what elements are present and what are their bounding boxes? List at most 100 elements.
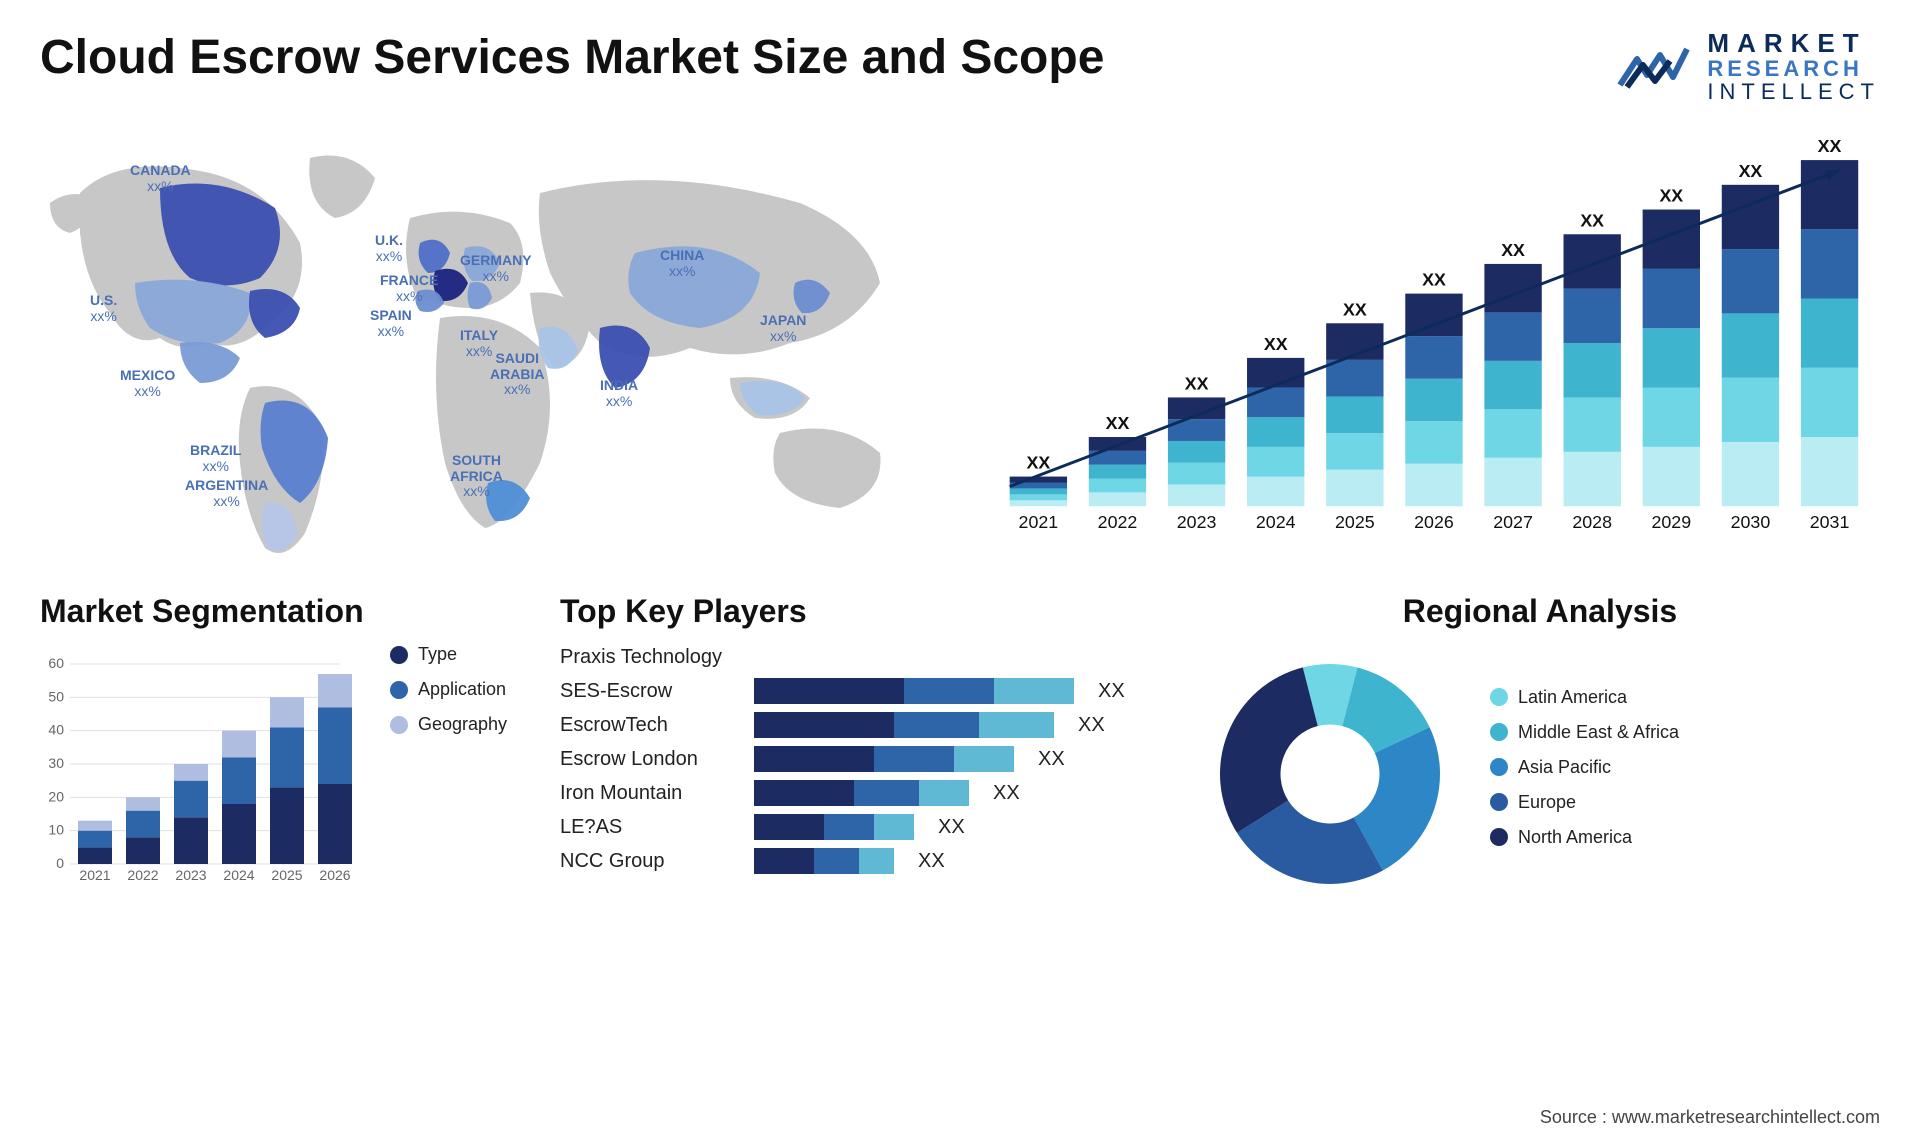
player-label: NCC Group: [560, 850, 740, 873]
regional-title: Regional Analysis: [1200, 593, 1880, 630]
svg-text:2025: 2025: [271, 867, 302, 883]
legend-item: North America: [1490, 827, 1679, 848]
player-bar: [754, 780, 969, 806]
map-label: ARGENTINAxx%: [185, 478, 268, 509]
svg-text:2021: 2021: [1019, 512, 1059, 532]
svg-text:2030: 2030: [1731, 512, 1771, 532]
map-label: MEXICOxx%: [120, 368, 175, 399]
svg-text:2022: 2022: [1098, 512, 1138, 532]
svg-text:2024: 2024: [223, 867, 254, 883]
svg-text:2024: 2024: [1256, 512, 1296, 532]
map-label: FRANCExx%: [380, 273, 438, 304]
logo-line2: RESEARCH: [1707, 57, 1880, 80]
svg-text:2023: 2023: [175, 867, 206, 883]
svg-text:2028: 2028: [1572, 512, 1612, 532]
regional-donut: [1200, 644, 1460, 904]
market-size-chart: XX 2021 XX 2022 XX 2023 XX 2024 XX 2025 XX 2026 XX 20…: [980, 133, 1880, 563]
legend-item: Asia Pacific: [1490, 757, 1679, 778]
player-row: Iron Mountain XX: [560, 780, 1160, 806]
player-label: Praxis Technology: [560, 646, 740, 669]
player-label: Escrow London: [560, 748, 740, 771]
svg-text:60: 60: [48, 655, 64, 671]
svg-text:20: 20: [48, 789, 64, 805]
player-value: XX: [993, 782, 1020, 805]
svg-text:XX: XX: [1343, 300, 1367, 320]
logo-icon: [1615, 37, 1695, 97]
player-label: SES-Escrow: [560, 680, 740, 703]
players-chart: Praxis Technology SES-Escrow XX EscrowTech X…: [560, 644, 1160, 874]
map-label: CANADAxx%: [130, 163, 191, 194]
svg-text:XX: XX: [1739, 161, 1763, 181]
svg-text:2022: 2022: [127, 867, 158, 883]
svg-text:XX: XX: [1264, 334, 1288, 354]
player-bar: [754, 848, 894, 874]
player-bar: [754, 814, 914, 840]
player-value: XX: [1078, 714, 1105, 737]
svg-text:0: 0: [56, 855, 64, 871]
source-text: Source : www.marketresearchintellect.com: [1540, 1107, 1880, 1128]
brand-logo: MARKET RESEARCH INTELLECT: [1615, 30, 1880, 103]
player-row: LE?AS XX: [560, 814, 1160, 840]
player-row: NCC Group XX: [560, 848, 1160, 874]
legend-item: Latin America: [1490, 687, 1679, 708]
map-label: U.K.xx%: [375, 233, 403, 264]
player-value: XX: [1098, 680, 1125, 703]
svg-text:2031: 2031: [1810, 512, 1850, 532]
legend-item: Geography: [390, 714, 507, 735]
svg-text:2021: 2021: [79, 867, 110, 883]
player-row: Praxis Technology: [560, 644, 1160, 670]
segmentation-legend: Type Application Geography: [390, 644, 507, 749]
world-map-panel: CANADAxx% U.S.xx% MEXICOxx% BRAZILxx% ARGENT…: [40, 133, 940, 563]
svg-text:2027: 2027: [1493, 512, 1533, 532]
svg-text:40: 40: [48, 722, 64, 738]
map-label: JAPANxx%: [760, 313, 806, 344]
svg-text:50: 50: [48, 689, 64, 705]
player-value: XX: [938, 816, 965, 839]
svg-text:XX: XX: [1818, 137, 1842, 157]
players-title: Top Key Players: [560, 593, 1160, 630]
logo-line3: INTELLECT: [1707, 80, 1880, 103]
segmentation-chart: 0 10 20 30 40 50 60 2021 2022 2023 2024 2025 2026: [40, 644, 360, 904]
player-value: XX: [918, 850, 945, 873]
player-label: LE?AS: [560, 816, 740, 839]
svg-text:2026: 2026: [319, 867, 350, 883]
svg-text:XX: XX: [1659, 186, 1683, 206]
svg-text:2026: 2026: [1414, 512, 1454, 532]
segmentation-title: Market Segmentation: [40, 593, 520, 630]
map-label: BRAZILxx%: [190, 443, 241, 474]
logo-line1: MARKET: [1707, 30, 1880, 57]
legend-item: Europe: [1490, 792, 1679, 813]
svg-text:XX: XX: [1185, 374, 1209, 394]
map-label: GERMANYxx%: [460, 253, 532, 284]
player-label: Iron Mountain: [560, 782, 740, 805]
player-bar: [754, 712, 1054, 738]
player-bar: [754, 746, 1014, 772]
legend-item: Application: [390, 679, 507, 700]
page-title: Cloud Escrow Services Market Size and Sc…: [40, 30, 1104, 85]
svg-text:XX: XX: [1106, 414, 1130, 434]
legend-item: Middle East & Africa: [1490, 722, 1679, 743]
svg-text:XX: XX: [1501, 241, 1525, 261]
player-row: EscrowTech XX: [560, 712, 1160, 738]
svg-text:30: 30: [48, 755, 64, 771]
regional-legend: Latin America Middle East & Africa Asia Pa…: [1490, 687, 1679, 862]
legend-item: Type: [390, 644, 507, 665]
map-label: U.S.xx%: [90, 293, 117, 324]
player-label: EscrowTech: [560, 714, 740, 737]
player-row: Escrow London XX: [560, 746, 1160, 772]
svg-text:XX: XX: [1422, 270, 1446, 290]
svg-text:10: 10: [48, 822, 64, 838]
player-row: SES-Escrow XX: [560, 678, 1160, 704]
map-label: SAUDIARABIAxx%: [490, 351, 544, 397]
map-label: CHINAxx%: [660, 248, 704, 279]
player-bar: [754, 678, 1074, 704]
svg-text:2023: 2023: [1177, 512, 1217, 532]
map-label: SOUTHAFRICAxx%: [450, 453, 503, 499]
svg-text:XX: XX: [1026, 453, 1050, 473]
svg-text:2029: 2029: [1652, 512, 1692, 532]
map-label: INDIAxx%: [600, 378, 638, 409]
map-label: SPAINxx%: [370, 308, 412, 339]
svg-text:2025: 2025: [1335, 512, 1375, 532]
svg-text:XX: XX: [1580, 211, 1604, 231]
player-value: XX: [1038, 748, 1065, 771]
